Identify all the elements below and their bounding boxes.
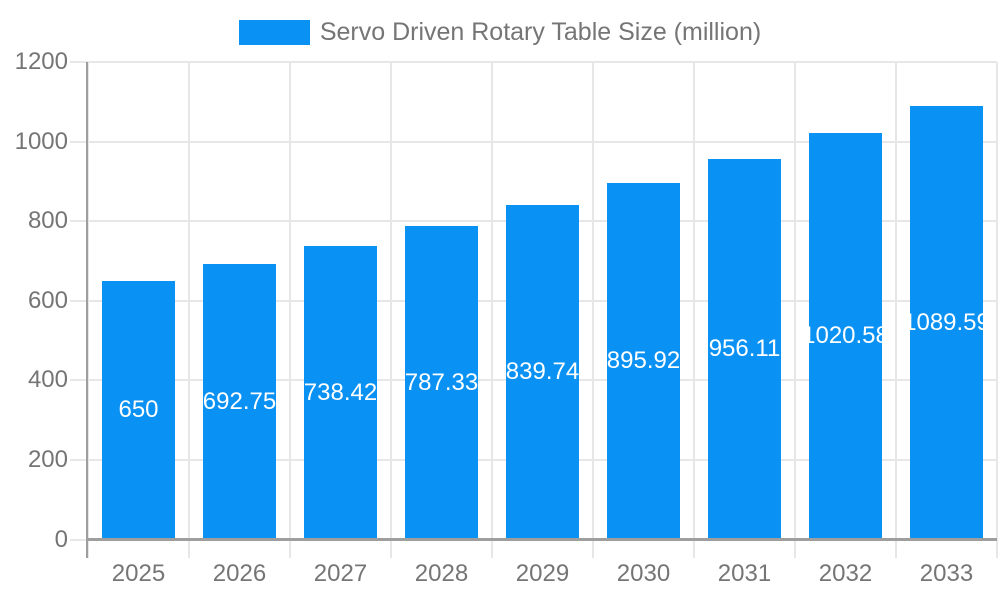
bar — [304, 245, 377, 540]
bar-value-label: 956.11 — [708, 335, 781, 363]
x-axis-tick-label: 2029 — [515, 560, 570, 587]
bar-value-label: 1020.58 — [802, 322, 889, 350]
legend-swatch — [238, 20, 310, 45]
gridline-vertical — [390, 62, 392, 558]
y-axis-tick-label: 1000 — [14, 127, 68, 155]
gridline-vertical — [87, 62, 89, 558]
x-axis-tick-label: 2028 — [414, 560, 469, 587]
bar-value-label: 839.74 — [505, 358, 580, 386]
x-axis-tick-label: 2033 — [919, 560, 974, 587]
bar-value-label: 895.92 — [606, 347, 681, 375]
x-axis-tick-label: 2026 — [212, 560, 267, 587]
bar — [809, 133, 882, 540]
gridline-vertical — [693, 62, 695, 558]
x-axis-line — [86, 538, 997, 541]
bar — [405, 226, 478, 540]
bar — [910, 105, 983, 540]
y-axis-line — [86, 62, 88, 558]
bar — [203, 263, 276, 540]
bar-value-label: 787.33 — [404, 368, 479, 396]
bar-value-label: 738.42 — [303, 378, 378, 406]
x-axis-tick-label: 2027 — [313, 560, 368, 587]
bar — [102, 280, 175, 540]
gridline-vertical — [996, 62, 998, 558]
y-axis-tick-label: 0 — [54, 525, 68, 553]
y-axis-tick-label: 1200 — [14, 48, 68, 75]
gridline-vertical — [895, 62, 897, 558]
bar — [607, 182, 680, 540]
bar-value-label: 650 — [118, 396, 159, 424]
gridline-vertical — [188, 62, 190, 558]
bar-value-label: 1089.59 — [903, 308, 990, 336]
gridline-vertical — [289, 62, 291, 558]
y-axis-tick-label: 400 — [27, 366, 68, 394]
y-axis-tick-label: 800 — [27, 207, 68, 235]
y-axis-tick-label: 600 — [27, 286, 68, 314]
legend-label: Servo Driven Rotary Table Size (million) — [319, 18, 762, 46]
legend[interactable]: Servo Driven Rotary Table Size (million) — [0, 18, 1000, 47]
gridline-horizontal — [70, 61, 997, 63]
y-axis-tick-label: 200 — [27, 445, 68, 473]
gridline-vertical — [794, 62, 796, 558]
bar-value-label: 692.75 — [202, 387, 277, 415]
x-axis-tick-label: 2032 — [818, 560, 873, 587]
x-axis-tick-label: 2030 — [616, 560, 671, 587]
x-axis-tick-label: 2031 — [717, 560, 772, 587]
bar — [506, 205, 579, 540]
gridline-horizontal — [70, 140, 997, 143]
gridline-vertical — [491, 62, 493, 558]
gridline-vertical — [592, 62, 594, 558]
x-axis-tick-label: 2025 — [111, 560, 166, 587]
bar — [708, 159, 781, 540]
